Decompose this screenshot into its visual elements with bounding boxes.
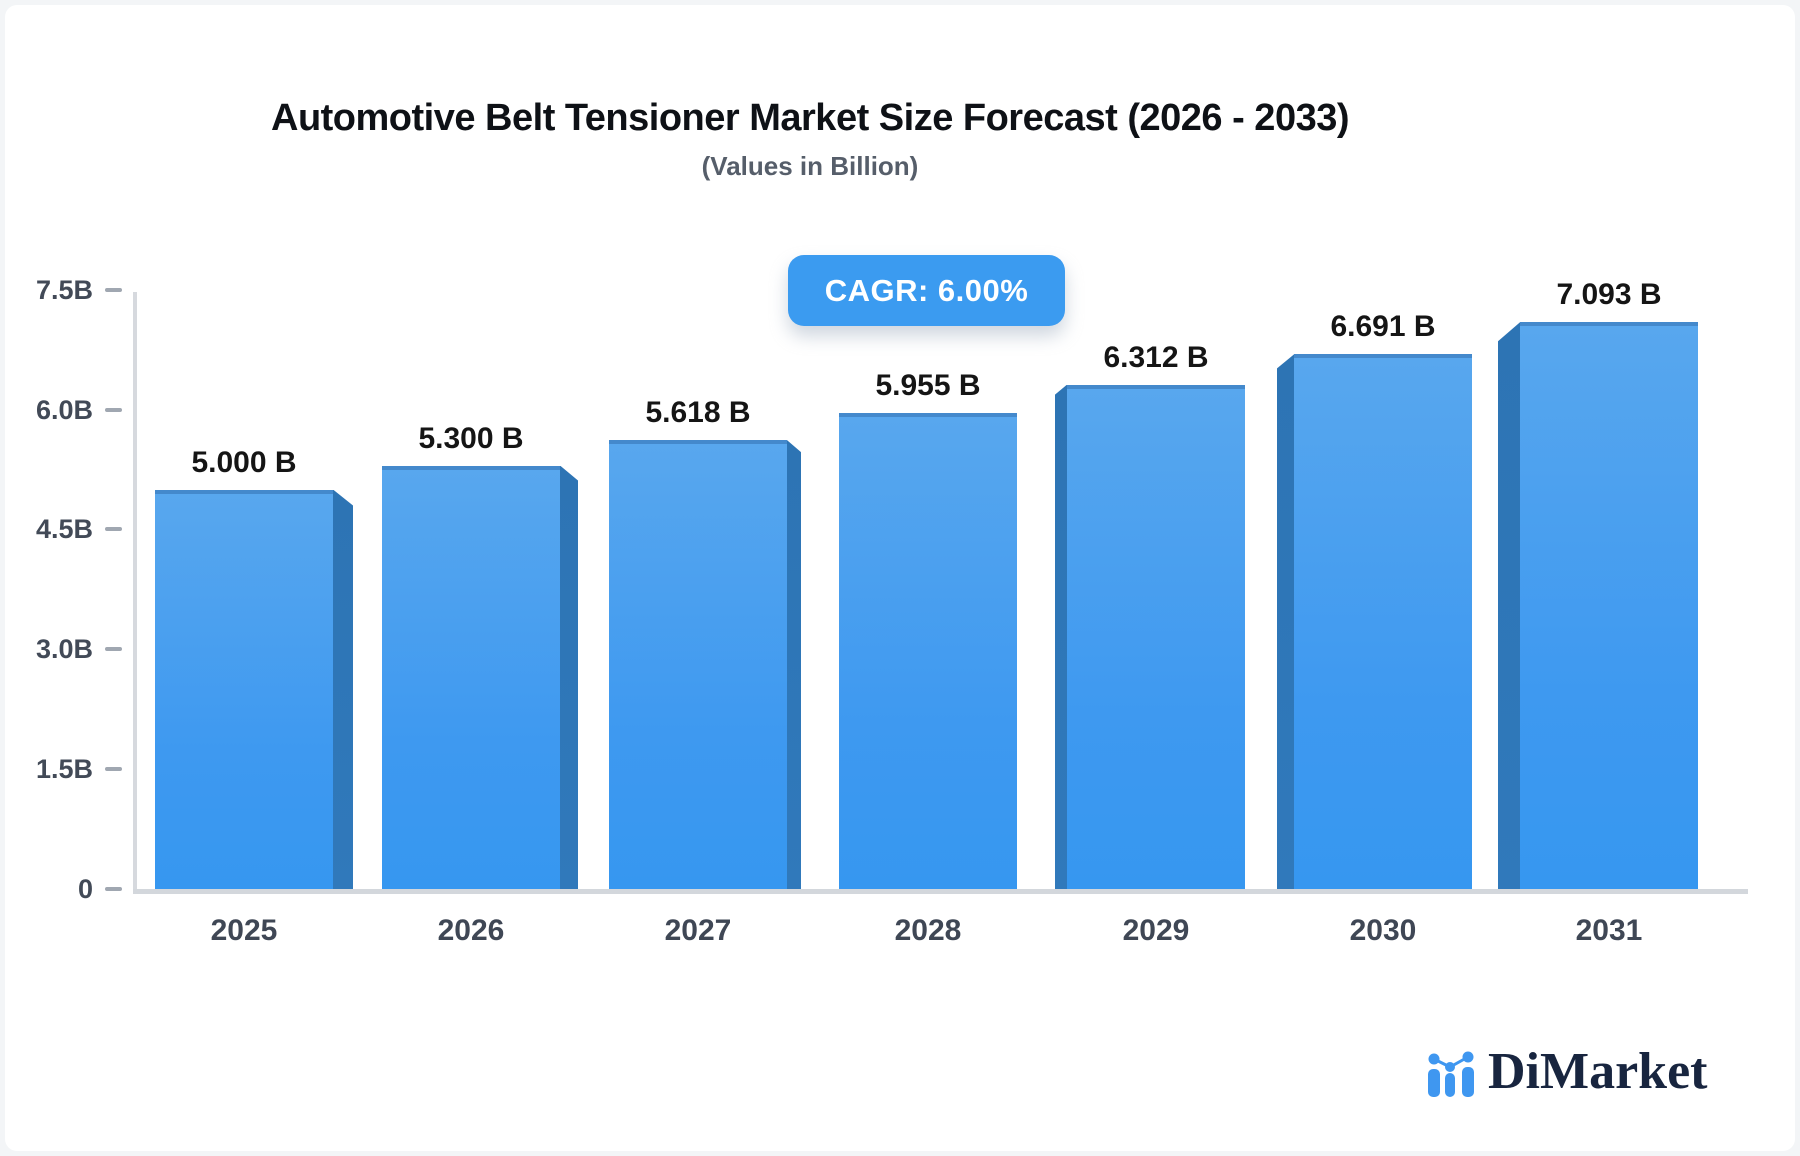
x-tick-label-2031: 2031 xyxy=(1575,914,1643,947)
brand-logo: DiMarket xyxy=(1426,1043,1708,1100)
bar-value-label: 5.000 B xyxy=(191,445,297,479)
y-tick-mark xyxy=(105,527,122,532)
y-tick-label: 6.0B xyxy=(35,394,93,425)
bar-value-label: 7.093 B xyxy=(1556,278,1662,312)
y-tick-label: 1.5B xyxy=(35,754,93,785)
bar-value-label: 5.300 B xyxy=(418,421,524,455)
x-tick-label-2030: 2030 xyxy=(1349,914,1417,947)
cagr-badge: CAGR: 6.00% xyxy=(788,255,1065,326)
bar-value-label: 5.955 B xyxy=(875,369,981,403)
bar-2026 xyxy=(382,465,560,889)
y-tick-label: 3.0B xyxy=(35,634,93,665)
bar-2028 xyxy=(839,413,1017,889)
y-tick-mark xyxy=(105,287,122,292)
cagr-badge-label: CAGR: 6.00% xyxy=(824,272,1029,308)
x-tick-label-2026: 2026 xyxy=(437,914,505,947)
plot-area: 7.5B 6.0B 4.5B 3.0B 1.5B 0 5.000 B 2025 5.300 B 2… xyxy=(5,5,1795,1151)
bar-2029 xyxy=(1067,384,1245,889)
bar-3d-side xyxy=(1277,354,1294,889)
x-tick-label-2025: 2025 xyxy=(210,914,278,947)
bar-3d-side xyxy=(1055,384,1067,889)
bar-value-label: 6.691 B xyxy=(1330,310,1436,344)
bar-3d-side xyxy=(560,465,578,889)
x-tick-label-2027: 2027 xyxy=(664,914,732,947)
bar-3d-side xyxy=(787,440,801,889)
x-tick-label-2029: 2029 xyxy=(1122,914,1190,947)
bar-value-label: 6.312 B xyxy=(1103,340,1209,374)
bar-2025 xyxy=(155,489,333,889)
brand-logo-text: DiMarket xyxy=(1488,1043,1708,1100)
bar-2027 xyxy=(609,440,787,889)
y-axis-line xyxy=(133,292,137,891)
y-tick-label: 4.5B xyxy=(35,514,93,545)
chart-subtitle: (Values in Billion) xyxy=(701,151,919,181)
bar-2030 xyxy=(1294,354,1472,889)
bar-value-label: 5.618 B xyxy=(645,396,751,430)
y-tick-mark xyxy=(105,767,122,772)
chart-title: Automotive Belt Tensioner Market Size Fo… xyxy=(271,97,1350,139)
bar-3d-side xyxy=(333,489,353,889)
y-tick-mark xyxy=(105,407,122,412)
chart-card: Automotive Belt Tensioner Market Size Fo… xyxy=(5,5,1795,1151)
y-tick-mark xyxy=(105,647,122,652)
y-tick-mark xyxy=(105,887,122,891)
mini-bar-chart-icon xyxy=(1428,1051,1474,1097)
x-tick-label-2028: 2028 xyxy=(894,914,962,947)
bar-2031 xyxy=(1520,322,1698,889)
bar-3d-side xyxy=(1498,322,1520,889)
y-tick-label: 7.5B xyxy=(35,274,93,305)
x-axis-line xyxy=(133,889,1748,894)
y-tick-label: 0 xyxy=(77,874,93,904)
